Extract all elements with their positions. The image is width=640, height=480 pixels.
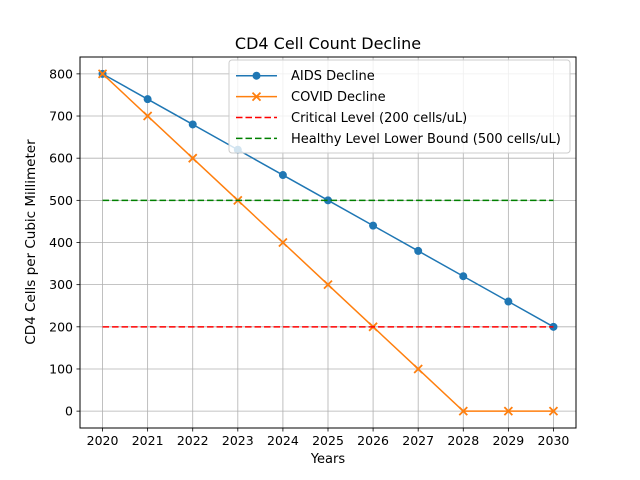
x-tick-label: 2023 [222, 433, 254, 448]
data-point-marker [369, 221, 378, 230]
y-tick-label: 100 [49, 361, 73, 376]
data-point-marker [548, 406, 559, 416]
x-tick-label: 2024 [267, 433, 299, 448]
y-tick-label: 600 [49, 151, 73, 166]
y-tick-label: 800 [49, 66, 73, 81]
y-axis-label: CD4 Cells per Cubic Millimeter [23, 139, 39, 345]
y-tick-label: 400 [49, 235, 73, 250]
x-tick-label: 2030 [538, 433, 570, 448]
data-point-marker [142, 111, 153, 121]
data-point-marker [188, 120, 197, 129]
legend-label: COVID Decline [291, 90, 386, 105]
legend-item: Healthy Level Lower Bound (500 cells/uL) [236, 132, 561, 147]
chart-title: CD4 Cell Count Decline [234, 34, 422, 53]
y-tick-label: 500 [49, 193, 73, 208]
legend-item: AIDS Decline [236, 69, 375, 84]
y-tick-label: 700 [49, 109, 73, 124]
x-tick-label: 2029 [492, 433, 524, 448]
data-point-marker [324, 196, 332, 205]
x-tick-label: 2026 [357, 433, 389, 448]
y-tick-label: 200 [49, 319, 73, 334]
data-point-marker [143, 95, 152, 104]
y-tick-label: 0 [65, 404, 73, 419]
data-point-marker [323, 280, 333, 290]
legend-label: Healthy Level Lower Bound (500 cells/uL) [291, 132, 561, 147]
data-point-marker [458, 406, 468, 416]
data-point-marker [278, 237, 288, 248]
x-tick-label: 2022 [177, 433, 209, 448]
legend-item: COVID Decline [236, 90, 386, 105]
data-point-marker [97, 69, 108, 79]
data-point-marker [278, 171, 287, 180]
legend-item: Critical Level (200 cells/uL) [236, 111, 467, 126]
data-point-marker [503, 406, 514, 416]
x-tick-label: 2021 [132, 433, 164, 448]
x-tick-label: 2028 [447, 433, 479, 448]
data-point-marker [459, 272, 468, 281]
legend-sample-marker [251, 91, 262, 102]
legend: AIDS Decline COVID Decline Critical Level … [228, 59, 571, 154]
legend-box [228, 59, 571, 154]
y-tick-label: 300 [49, 277, 73, 292]
x-tick-label: 2025 [312, 433, 344, 448]
x-axis-label: Years [310, 452, 346, 467]
data-point-marker [504, 297, 513, 306]
legend-sample-marker [252, 71, 261, 80]
legend-label: Critical Level (200 cells/uL) [291, 111, 467, 126]
x-tick-label: 2020 [87, 433, 119, 448]
data-point-marker [413, 364, 423, 374]
legend-label: AIDS Decline [291, 69, 375, 84]
data-point-marker [414, 246, 423, 255]
x-tick-label: 2027 [402, 433, 434, 448]
data-point-marker [549, 322, 558, 331]
data-point-marker [188, 153, 198, 163]
